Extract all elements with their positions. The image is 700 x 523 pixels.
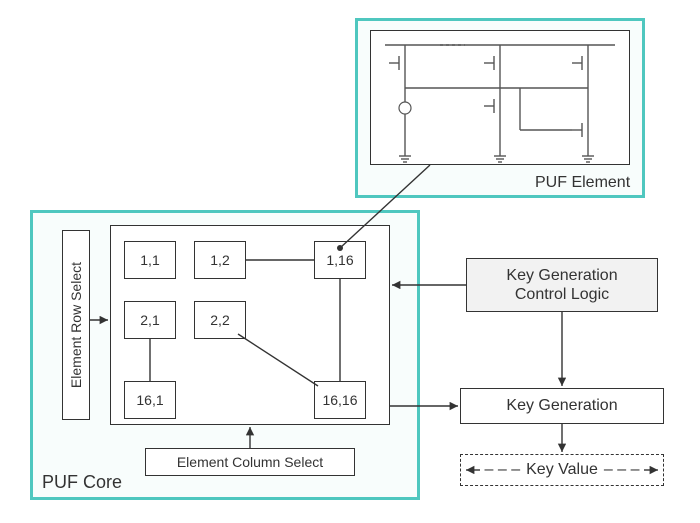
key-generation-control-logic-label: Key Generation Control Logic bbox=[506, 266, 617, 304]
element-column-select: Element Column Select bbox=[145, 448, 355, 476]
puf-grid-cell: 1,2 bbox=[194, 241, 246, 279]
puf-grid-cell: 16,1 bbox=[124, 381, 176, 419]
puf-grid-cell: 2,1 bbox=[124, 301, 176, 339]
key-generation-control-logic: Key Generation Control Logic bbox=[466, 258, 658, 312]
puf-grid-cell: 2,2 bbox=[194, 301, 246, 339]
element-column-select-label: Element Column Select bbox=[177, 454, 323, 470]
key-generation-label: Key Generation bbox=[506, 397, 617, 415]
key-value: – – – Key Value – – – bbox=[460, 454, 664, 486]
puf-grid-cell: 16,16 bbox=[314, 381, 366, 419]
key-value-label: Key Value bbox=[526, 461, 598, 479]
puf-element-circuit-box bbox=[370, 30, 630, 165]
element-row-select-label: Element Row Select bbox=[68, 262, 84, 388]
puf-element-title: PUF Element bbox=[535, 174, 630, 192]
puf-grid-cell: 1,16 bbox=[314, 241, 366, 279]
puf-core-title: PUF Core bbox=[42, 472, 122, 493]
puf-grid-cell: 1,1 bbox=[124, 241, 176, 279]
element-row-select: Element Row Select bbox=[62, 230, 90, 420]
key-generation: Key Generation bbox=[460, 388, 664, 424]
